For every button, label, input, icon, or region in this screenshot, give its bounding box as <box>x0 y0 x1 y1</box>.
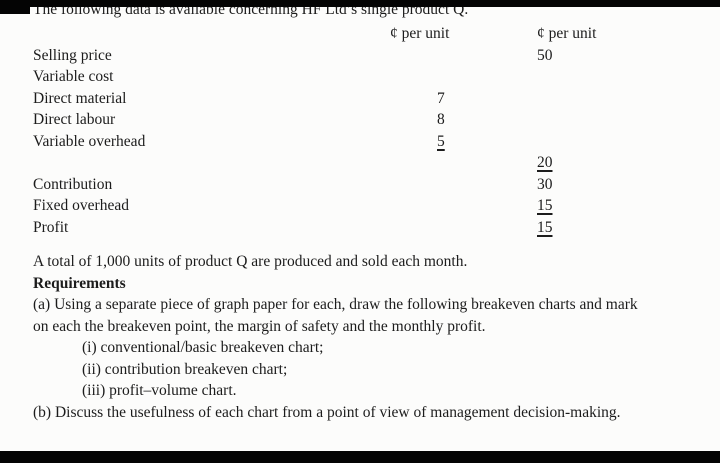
underlined-value: 15 <box>537 197 553 214</box>
row-col2-value: 20 <box>537 152 677 174</box>
requirement-a-item-i: (i) conventional/basic breakeven chart; <box>82 339 324 356</box>
row-col1-value <box>390 45 537 67</box>
table-row: Selling price 50 <box>33 45 703 67</box>
column2-header: ¢ per unit <box>537 25 597 42</box>
requirement-a-item-iii: (iii) profit–volume chart. <box>82 382 237 399</box>
row-label: Fixed overhead <box>33 197 129 214</box>
row-col1-value: 7 <box>437 89 445 107</box>
row-label: Contribution <box>33 175 113 193</box>
bottom-letterbox-bar <box>0 451 720 463</box>
row-label: Direct material <box>33 89 127 107</box>
row-col1-value: 8 <box>437 111 445 128</box>
row-label: Direct labour <box>33 111 116 128</box>
column1-header: ¢ per unit <box>390 25 450 42</box>
requirements-section: A total of 1,000 units of product Q are … <box>33 251 708 423</box>
row-col1-value <box>390 195 537 217</box>
requirements-heading: Requirements <box>33 274 126 292</box>
table-row: Fixed overhead 15 <box>33 195 703 217</box>
requirement-a-item-ii: (ii) contribution breakeven chart; <box>82 360 288 378</box>
requirement-a-line1: (a) Using a separate piece of graph pape… <box>33 296 638 313</box>
table-row: 20 <box>33 152 703 174</box>
row-col1-value <box>390 174 537 196</box>
row-label: Profit <box>33 218 69 236</box>
header-spacer <box>33 23 390 45</box>
table-row: Contribution 30 <box>33 174 703 196</box>
underlined-value: 5 <box>437 132 445 150</box>
row-col2-value <box>537 131 677 153</box>
underlined-value: 15 <box>537 218 553 236</box>
cost-data-table: ¢ per unit ¢ per unit Selling price 50 V… <box>33 23 703 238</box>
row-label <box>33 152 390 174</box>
row-col2-value <box>537 88 677 110</box>
row-label: Selling price <box>33 46 112 64</box>
row-label: Variable cost <box>33 68 114 85</box>
table-row: Variable cost <box>33 66 703 88</box>
underlined-value: 20 <box>537 154 553 171</box>
row-col1-value: 5 <box>390 131 537 153</box>
row-col2-value: 30 <box>537 175 553 193</box>
row-col2-value <box>537 66 677 88</box>
units-note: A total of 1,000 units of product Q are … <box>33 253 468 270</box>
row-col2-value <box>537 109 677 131</box>
table-row: Direct labour 8 <box>33 109 703 131</box>
top-left-black-block <box>0 0 30 14</box>
requirement-a-line2: on each the breakeven point, the margin … <box>33 317 486 335</box>
row-col1-value <box>390 66 537 88</box>
table-row: Profit 15 <box>33 217 703 239</box>
top-letterbox-bar <box>0 0 720 7</box>
row-col1-value <box>390 152 537 174</box>
row-col2-value: 50 <box>537 46 553 64</box>
row-col1-value <box>390 217 537 239</box>
row-col2-value: 15 <box>537 195 677 217</box>
table-row: Variable overhead 5 <box>33 131 703 153</box>
row-col2-value: 15 <box>537 217 677 239</box>
requirement-b: (b) Discuss the usefulness of each chart… <box>33 403 621 421</box>
table-header-row: ¢ per unit ¢ per unit <box>33 23 703 45</box>
row-label: Variable overhead <box>33 132 146 150</box>
table-row: Direct material 7 <box>33 88 703 110</box>
